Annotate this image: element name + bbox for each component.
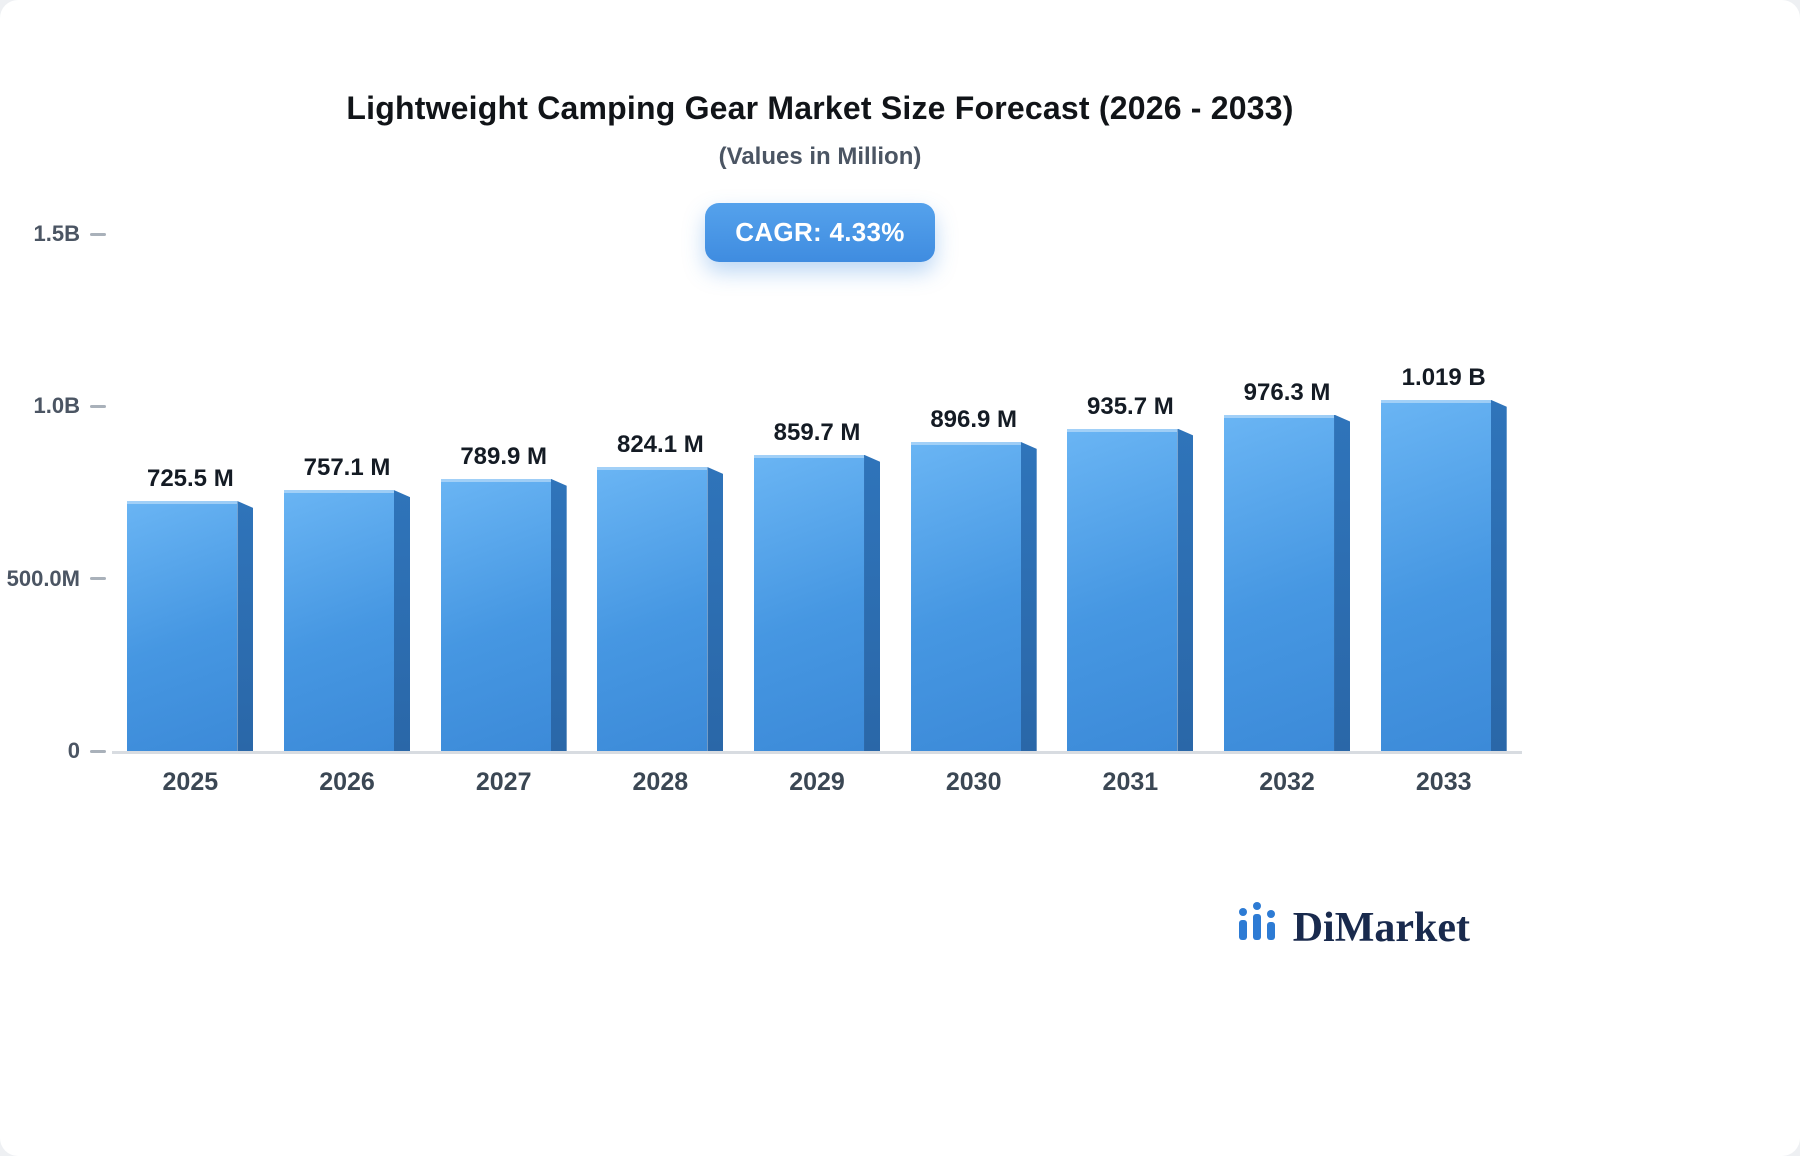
bar-face xyxy=(1067,428,1178,751)
bar-value-label: 824.1 M xyxy=(616,430,704,458)
cagr-badge: CAGR: 4.33% xyxy=(705,203,935,262)
y-tick-mark xyxy=(90,232,106,236)
bar-value-label: 935.7 M xyxy=(1087,392,1174,420)
chart-content: Lightweight Camping Gear Market Size For… xyxy=(0,90,1640,797)
bar-face xyxy=(597,466,708,751)
dimarket-logo: DiMarket xyxy=(1235,898,1470,949)
x-tick-label: 2030 xyxy=(945,768,1002,796)
x-tick-label: 2027 xyxy=(475,768,532,796)
y-tick-label: 0 xyxy=(67,738,80,763)
bar-face xyxy=(284,490,394,751)
bar-side-face xyxy=(1177,428,1194,751)
cagr-badge-row: CAGR: 4.33% xyxy=(0,203,1640,262)
bar-value-label: 859.7 M xyxy=(773,418,861,446)
y-tick: 1.5B xyxy=(34,221,106,247)
bar-side-face xyxy=(1490,399,1507,751)
bar-group: 859.7 M xyxy=(739,419,896,751)
y-tick: 0 xyxy=(68,738,106,764)
bar xyxy=(597,466,724,751)
bars-container: 725.5 M 757.1 M 789.9 M 824.1 M 859.7 M 896.9… xyxy=(112,234,1522,751)
x-tick-label: 2026 xyxy=(319,768,375,796)
bar-face xyxy=(910,441,1021,751)
bar-side-face xyxy=(550,478,567,751)
y-tick: 500.0M xyxy=(7,566,106,592)
bar-side-face xyxy=(1020,441,1037,751)
bar-chart-icon xyxy=(1235,898,1281,949)
y-tick-label: 1.5B xyxy=(33,221,80,246)
bar xyxy=(284,490,410,751)
brand-name: DiMarket xyxy=(1292,905,1470,951)
bar xyxy=(910,441,1037,751)
chart-area: 1.5B 1.0B 500.0M 0 725.5 M 757.1 M 789.9 M 824… xyxy=(0,221,1640,797)
bar-group: 1.019 B xyxy=(1365,364,1522,751)
y-tick-mark xyxy=(90,404,106,408)
bar-side-face xyxy=(1334,414,1351,751)
bar-group: 725.5 M xyxy=(112,465,269,751)
bar-side-face xyxy=(707,466,724,751)
chart-title: Lightweight Camping Gear Market Size For… xyxy=(346,90,1294,126)
bar-value-label: 757.1 M xyxy=(303,454,391,482)
bar xyxy=(440,478,567,751)
bar-group: 976.3 M xyxy=(1209,379,1366,751)
y-tick-label: 1.0B xyxy=(33,393,80,419)
y-tick-mark xyxy=(90,749,106,753)
bar-face xyxy=(1380,399,1491,751)
y-tick: 1.0B xyxy=(34,393,106,419)
x-tick-label: 2031 xyxy=(1102,768,1159,796)
x-axis: 2025 2026 2027 2028 2029 2030 2031 2032 2033 xyxy=(112,768,1522,797)
bar xyxy=(1224,414,1351,751)
bar-group: 824.1 M xyxy=(582,431,739,751)
bar-side-face xyxy=(394,490,410,751)
bar-group: 896.9 M xyxy=(895,406,1052,751)
bar-side-face xyxy=(237,500,254,751)
y-tick-label: 500.0M xyxy=(6,565,80,591)
bar-face xyxy=(754,454,865,751)
y-axis: 1.5B 1.0B 500.0M 0 xyxy=(0,221,106,763)
bar-face xyxy=(1224,414,1335,751)
bar-face xyxy=(127,500,238,751)
bar-group: 757.1 M xyxy=(269,454,426,751)
bar-value-label: 789.9 M xyxy=(460,442,548,470)
x-tick-label: 2025 xyxy=(162,768,219,796)
x-tick-label: 2028 xyxy=(632,768,689,796)
bar xyxy=(1380,399,1507,751)
bar-value-label: 1.019 B xyxy=(1401,363,1486,391)
bar-value-label: 976.3 M xyxy=(1243,378,1331,406)
x-tick-label: 2032 xyxy=(1259,768,1315,796)
bar xyxy=(754,454,881,751)
bar xyxy=(127,500,254,751)
bar-face xyxy=(440,478,551,751)
bar-group: 935.7 M xyxy=(1052,392,1209,751)
chart-subtitle: (Values in Million) xyxy=(718,143,922,170)
bar-value-label: 725.5 M xyxy=(146,464,234,492)
x-tick-label: 2029 xyxy=(789,768,845,796)
bar xyxy=(1067,428,1194,751)
bar-value-label: 896.9 M xyxy=(930,405,1018,433)
x-tick-label: 2033 xyxy=(1415,768,1472,796)
y-tick-mark xyxy=(90,577,106,581)
bar-group: 789.9 M xyxy=(425,443,582,751)
bar-side-face xyxy=(864,454,881,751)
plot-area: 725.5 M 757.1 M 789.9 M 824.1 M 859.7 M 896.9… xyxy=(112,234,1522,754)
